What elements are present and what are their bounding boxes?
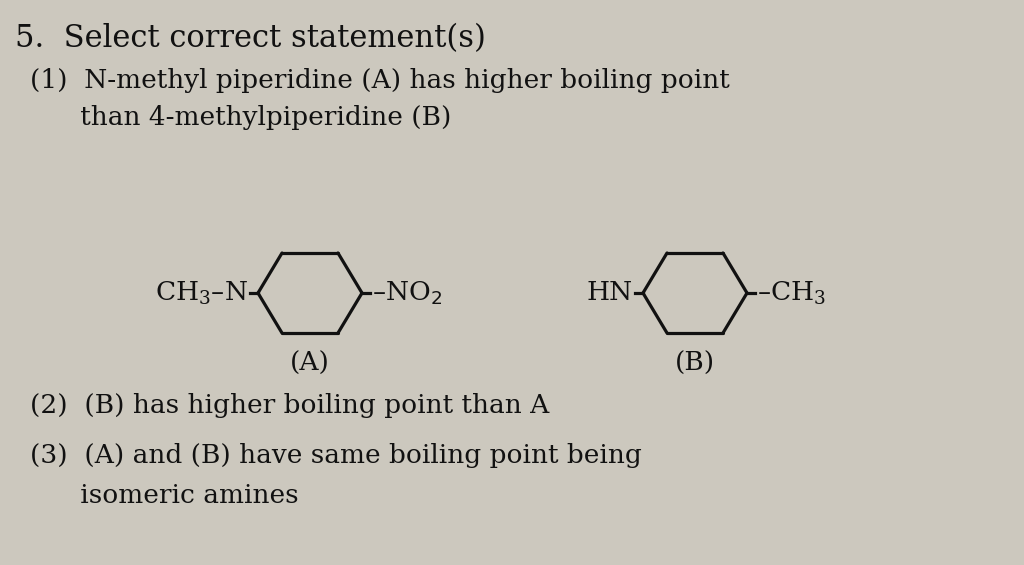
- Text: (B): (B): [675, 351, 715, 376]
- Text: –$\mathregular{CH_3}$: –$\mathregular{CH_3}$: [757, 280, 826, 307]
- Text: $\mathregular{CH_3}$–N: $\mathregular{CH_3}$–N: [155, 280, 248, 307]
- Text: (A): (A): [290, 351, 330, 376]
- Text: (1)  N-methyl piperidine (A) has higher boiling point: (1) N-methyl piperidine (A) has higher b…: [30, 68, 730, 93]
- Text: than 4-methylpiperidine (B): than 4-methylpiperidine (B): [30, 105, 452, 130]
- Text: (3)  (A) and (B) have same boiling point being: (3) (A) and (B) have same boiling point …: [30, 443, 642, 468]
- Text: 5.  Select correct statement(s): 5. Select correct statement(s): [15, 23, 485, 54]
- Text: HN: HN: [587, 280, 633, 306]
- Text: isomeric amines: isomeric amines: [30, 483, 299, 508]
- Text: (2)  (B) has higher boiling point than A: (2) (B) has higher boiling point than A: [30, 393, 549, 418]
- Text: –NO$_2$: –NO$_2$: [372, 279, 442, 307]
